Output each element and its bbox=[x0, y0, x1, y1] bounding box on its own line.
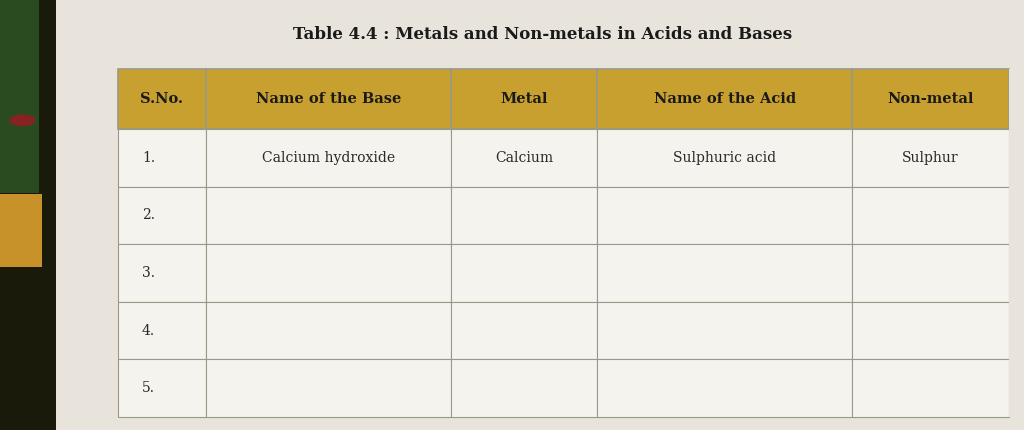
Bar bbox=[206, 359, 451, 417]
Bar bbox=[597, 359, 852, 417]
Text: Non-metal: Non-metal bbox=[887, 92, 974, 106]
Bar bbox=[118, 244, 206, 302]
Text: Metal: Metal bbox=[501, 92, 548, 106]
Bar bbox=[451, 302, 597, 359]
Bar bbox=[852, 244, 1009, 302]
Bar bbox=[206, 302, 451, 359]
Bar bbox=[0, 0, 39, 194]
Bar bbox=[852, 359, 1009, 417]
Bar bbox=[1009, 69, 1024, 417]
Bar bbox=[118, 302, 206, 359]
Bar bbox=[0, 0, 56, 430]
Text: S.No.: S.No. bbox=[140, 92, 183, 106]
Bar bbox=[118, 359, 206, 417]
Bar bbox=[0, 194, 42, 267]
Bar bbox=[597, 187, 852, 244]
Bar bbox=[597, 302, 852, 359]
Text: Sulphuric acid: Sulphuric acid bbox=[673, 151, 776, 165]
Bar bbox=[852, 129, 1009, 187]
Text: Name of the Acid: Name of the Acid bbox=[653, 92, 796, 106]
Text: Name of the Base: Name of the Base bbox=[256, 92, 401, 106]
Text: 5.: 5. bbox=[142, 381, 155, 395]
Bar bbox=[451, 187, 597, 244]
Bar bbox=[118, 187, 206, 244]
Bar bbox=[597, 244, 852, 302]
Circle shape bbox=[10, 115, 35, 126]
Bar bbox=[451, 69, 597, 129]
Bar bbox=[206, 69, 451, 129]
Bar bbox=[852, 187, 1009, 244]
Text: Table 4.4 : Metals and Non-metals in Acids and Bases: Table 4.4 : Metals and Non-metals in Aci… bbox=[293, 26, 793, 43]
Bar bbox=[206, 129, 451, 187]
Bar bbox=[118, 129, 206, 187]
Bar bbox=[451, 129, 597, 187]
Bar bbox=[597, 69, 852, 129]
Bar bbox=[451, 359, 597, 417]
Text: Calcium hydroxide: Calcium hydroxide bbox=[262, 151, 395, 165]
Bar bbox=[597, 129, 852, 187]
Text: 2.: 2. bbox=[142, 209, 155, 222]
Bar bbox=[118, 69, 206, 129]
Text: Calcium: Calcium bbox=[495, 151, 553, 165]
Text: 3.: 3. bbox=[142, 266, 155, 280]
Bar bbox=[206, 187, 451, 244]
Text: 1.: 1. bbox=[142, 151, 156, 165]
Text: Sulphur: Sulphur bbox=[902, 151, 958, 165]
Bar bbox=[852, 69, 1009, 129]
Bar bbox=[206, 244, 451, 302]
Bar bbox=[852, 302, 1009, 359]
Bar bbox=[451, 244, 597, 302]
Text: 4.: 4. bbox=[142, 324, 156, 338]
